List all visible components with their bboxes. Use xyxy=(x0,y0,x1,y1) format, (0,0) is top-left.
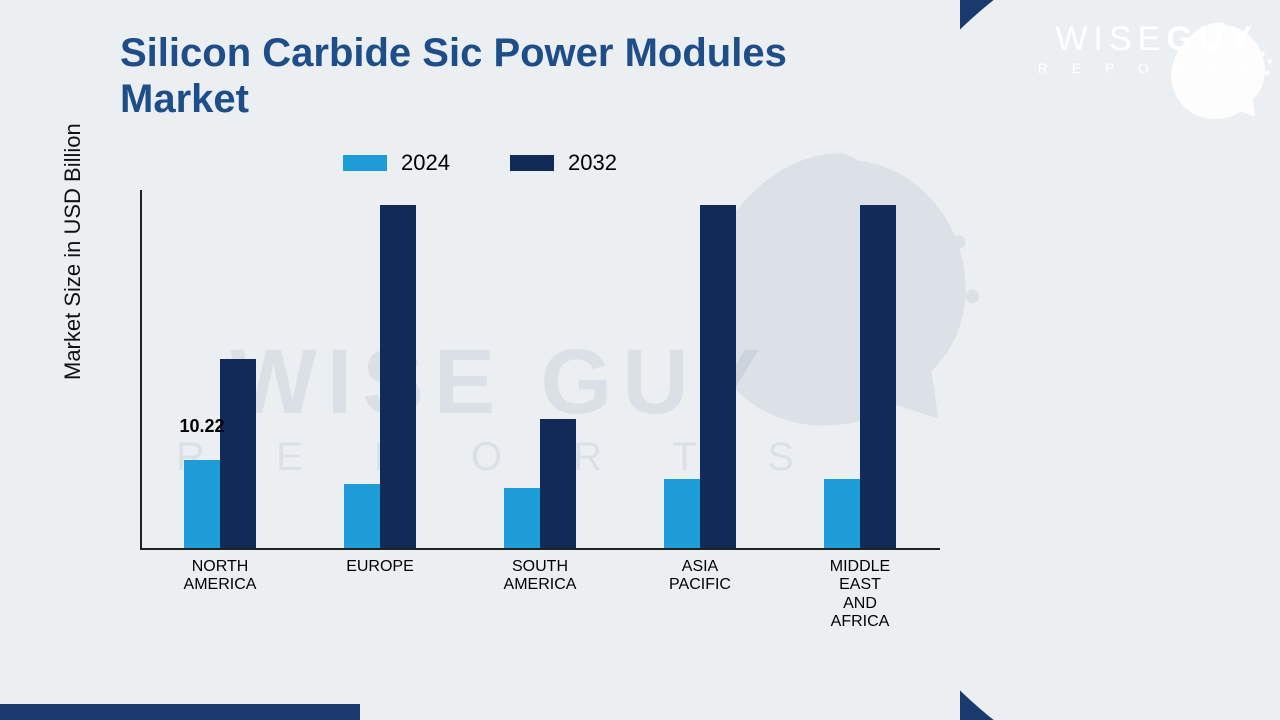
category-label: NORTH AMERICA xyxy=(160,550,280,595)
bar-group xyxy=(664,205,736,548)
legend-label-2024: 2024 xyxy=(401,150,450,176)
chart-title: Silicon Carbide Sic Power Modules Market xyxy=(120,30,800,122)
bar-2032 xyxy=(380,205,416,548)
bar-2032 xyxy=(540,419,576,548)
legend-item-2024: 2024 xyxy=(343,150,450,176)
legend-label-2032: 2032 xyxy=(568,150,617,176)
bar-2032 xyxy=(220,359,256,548)
legend-swatch-2024 xyxy=(343,155,387,171)
bar-2024 xyxy=(504,488,540,548)
footer-accent-bar xyxy=(0,704,360,720)
legend: 2024 2032 xyxy=(0,150,960,176)
bar-2024 xyxy=(664,479,700,548)
plot-area: NORTH AMERICAEUROPESOUTH AMERICAASIA PAC… xyxy=(140,190,940,550)
logo-top-line: WISEGUY xyxy=(1038,22,1258,56)
logo-word-guy: GUY xyxy=(1166,20,1258,58)
bar-group xyxy=(184,359,256,548)
bar-group xyxy=(824,205,896,548)
category-label: EUROPE xyxy=(320,550,440,576)
bar-2032 xyxy=(860,205,896,548)
y-axis xyxy=(140,190,142,550)
bar-2024 xyxy=(184,460,220,548)
brand-logo: WISEGUY R E P O R T S xyxy=(1038,22,1258,76)
bar-2024 xyxy=(344,484,380,548)
category-label: SOUTH AMERICA xyxy=(480,550,600,595)
bar-group xyxy=(344,205,416,548)
bar-2032 xyxy=(700,205,736,548)
logo-sub-line: R E P O R T S xyxy=(1038,60,1258,76)
legend-item-2032: 2032 xyxy=(510,150,617,176)
value-label: 10.22 xyxy=(179,416,224,437)
category-label: MIDDLE EAST AND AFRICA xyxy=(800,550,920,632)
bar-group xyxy=(504,419,576,548)
category-label: ASIA PACIFIC xyxy=(640,550,760,595)
legend-swatch-2032 xyxy=(510,155,554,171)
bar-2024 xyxy=(824,479,860,548)
logo-word-wise: WISE xyxy=(1055,20,1166,58)
